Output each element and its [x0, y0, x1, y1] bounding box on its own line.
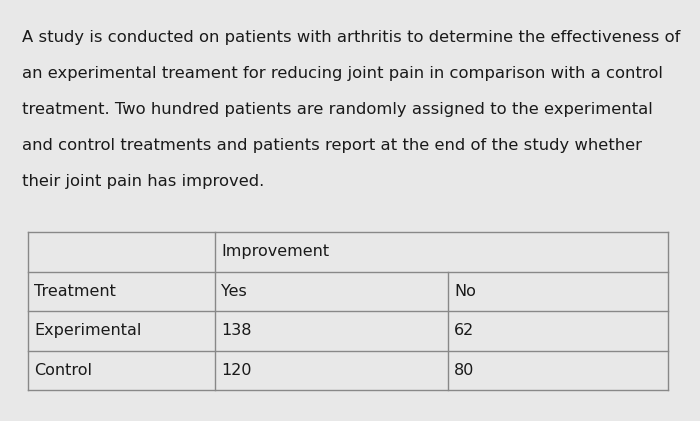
Text: No: No	[454, 284, 476, 299]
Text: 120: 120	[221, 363, 251, 378]
Text: treatment. Two hundred patients are randomly assigned to the experimental: treatment. Two hundred patients are rand…	[22, 102, 652, 117]
Text: Improvement: Improvement	[221, 244, 329, 259]
Text: 80: 80	[454, 363, 475, 378]
Text: and control treatments and patients report at the end of the study whether: and control treatments and patients repo…	[22, 138, 642, 153]
Text: Experimental: Experimental	[34, 323, 141, 338]
Text: Treatment: Treatment	[34, 284, 116, 299]
Text: Yes: Yes	[221, 284, 246, 299]
Text: 138: 138	[221, 323, 251, 338]
Text: an experimental treament for reducing joint pain in comparison with a control: an experimental treament for reducing jo…	[22, 66, 663, 81]
Text: A study is conducted on patients with arthritis to determine the effectiveness o: A study is conducted on patients with ar…	[22, 30, 680, 45]
Text: their joint pain has improved.: their joint pain has improved.	[22, 174, 265, 189]
Bar	[28, 232, 668, 390]
Text: Control: Control	[34, 363, 92, 378]
Text: 62: 62	[454, 323, 475, 338]
